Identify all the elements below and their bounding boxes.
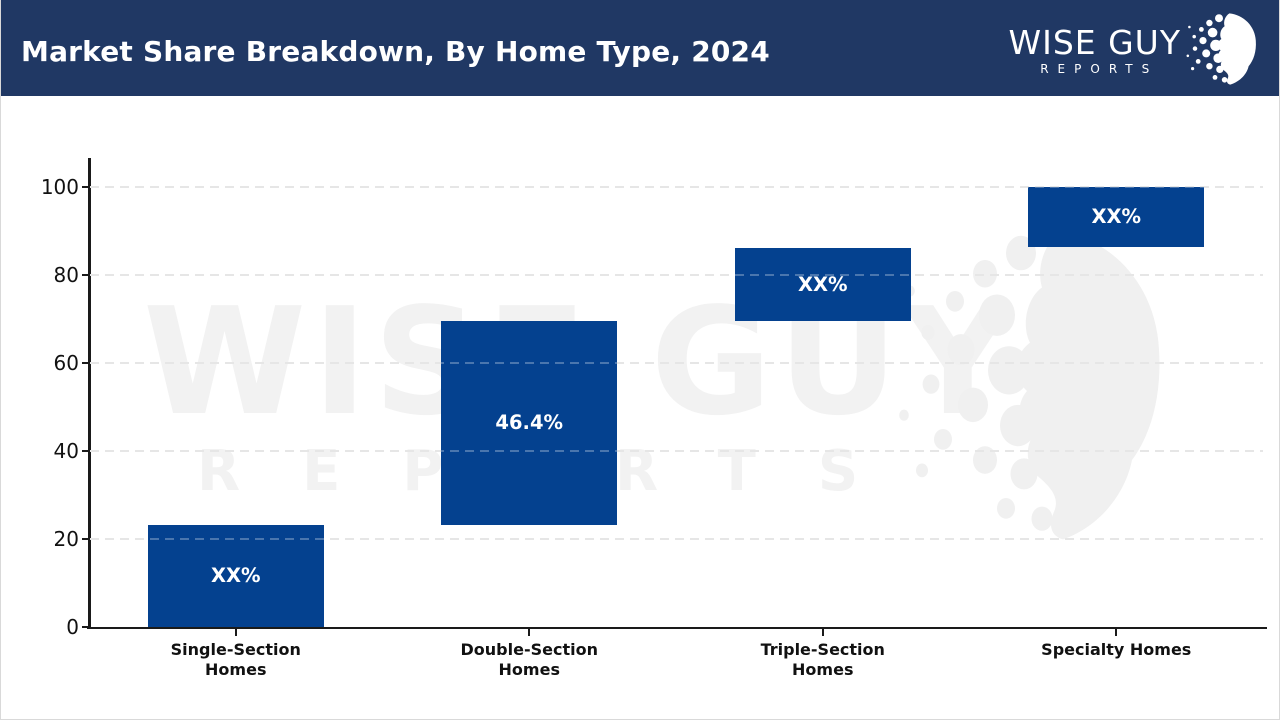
x-category-label: Specialty Homes [1006, 640, 1226, 660]
x-category-label-line: Single-Section [170, 640, 301, 659]
logo-face-icon [1186, 13, 1256, 85]
wise-guy-logo: WISE GUY REPORTS [1008, 11, 1263, 91]
x-category-label: Single-Section Homes [126, 640, 346, 680]
x-category-label-line: Homes [498, 660, 560, 679]
x-category-label-line: Homes [792, 660, 854, 679]
bar-value-label: XX% [1091, 205, 1142, 229]
gridline-overlay [90, 186, 1263, 188]
gridline-overlay [90, 274, 1263, 276]
bar: XX% [1028, 187, 1205, 247]
y-axis-line [88, 158, 91, 629]
x-axis-line [87, 626, 1267, 629]
y-tick-mark [82, 186, 89, 188]
x-tick-mark [1115, 628, 1118, 636]
bar: XX% [147, 524, 324, 627]
bar: XX% [734, 247, 911, 321]
x-category-label: Triple-Section Homes [713, 640, 933, 680]
gridline-overlay [90, 538, 1263, 540]
y-tick-mark [82, 538, 89, 540]
x-category-label-line: Specialty Homes [1041, 640, 1192, 659]
logo-wordmark: WISE GUY [1008, 22, 1181, 62]
bar: 46.4% [441, 320, 618, 525]
x-category-label-line: Double-Section [460, 640, 598, 659]
y-tick-mark [82, 626, 89, 628]
x-category-label: Double-Section Homes [419, 640, 639, 680]
gridline [90, 186, 1263, 188]
x-tick-mark [528, 628, 531, 636]
x-tick-mark [821, 628, 824, 636]
x-tick-mark [234, 628, 237, 636]
x-category-label-line: Triple-Section [760, 640, 885, 659]
gridline [90, 362, 1263, 364]
header-bar: Market Share Breakdown, By Home Type, 20… [1, 0, 1279, 96]
bar-value-label: XX% [797, 272, 848, 296]
y-tick-mark [82, 450, 89, 452]
logo-subtitle: REPORTS [1040, 62, 1159, 77]
logo-wordmark-block: WISE GUY REPORTS [1008, 22, 1181, 77]
x-category-label-line: Homes [205, 660, 267, 679]
gridline-overlay [90, 450, 1263, 452]
y-tick-label: 60 [53, 351, 79, 375]
y-tick-label: 40 [53, 439, 79, 463]
gridline [90, 538, 1263, 540]
chart-title: Market Share Breakdown, By Home Type, 20… [21, 34, 770, 68]
gridline [90, 274, 1263, 276]
y-tick-label: 80 [53, 263, 79, 287]
y-tick-label: 100 [40, 175, 79, 199]
y-tick-label: 0 [66, 615, 79, 639]
bar-value-label: 46.4% [495, 411, 564, 435]
bar-value-label: XX% [210, 564, 261, 588]
y-tick-label: 20 [53, 527, 79, 551]
gridline [90, 450, 1263, 452]
gridline-overlay [90, 362, 1263, 364]
y-tick-mark [82, 274, 89, 276]
y-tick-mark [82, 362, 89, 364]
